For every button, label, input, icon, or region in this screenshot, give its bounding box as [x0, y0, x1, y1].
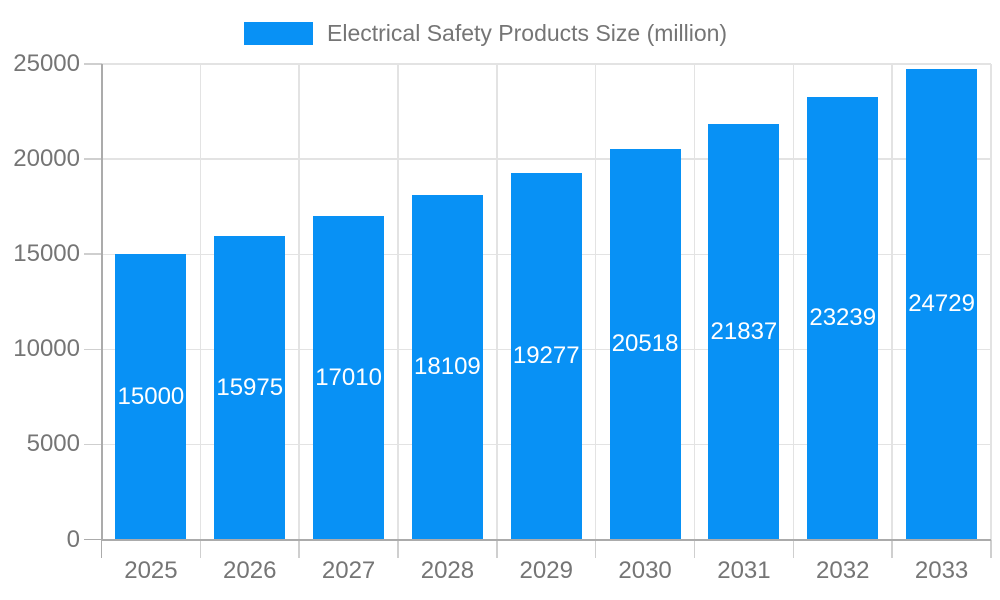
bar-2031[interactable] [708, 124, 780, 540]
bar-value-label: 18109 [414, 353, 481, 381]
x-axis-tick [298, 539, 300, 558]
gridline-vertical [990, 64, 992, 540]
y-tick-label: 0 [66, 525, 80, 553]
bar-2027[interactable] [313, 215, 385, 540]
x-tick-label: 2028 [420, 557, 475, 584]
bar-value-label: 17010 [315, 363, 382, 391]
x-axis-tick [891, 539, 893, 558]
gridline-vertical [891, 64, 893, 540]
bar-2025[interactable] [115, 254, 187, 540]
bar-2033[interactable] [906, 69, 978, 540]
x-tick-label: 2027 [321, 557, 376, 584]
x-tick-label: 2026 [223, 557, 277, 584]
gridline-vertical [792, 64, 795, 540]
y-axis-tick [83, 63, 102, 65]
gridline-vertical [693, 64, 696, 540]
gridline-horizontal [101, 63, 991, 65]
bar-value-label: 20518 [611, 330, 679, 358]
x-axis-line [100, 538, 991, 541]
bar-value-label: 19277 [512, 342, 580, 370]
bar-2029[interactable] [510, 172, 582, 540]
bar-2030[interactable] [609, 149, 681, 540]
y-axis-line [100, 64, 103, 541]
x-tick-label: 2025 [124, 557, 178, 584]
gridline-vertical [397, 64, 399, 540]
y-tick-label: 25000 [13, 50, 80, 77]
bar-2032[interactable] [807, 97, 879, 540]
x-axis-tick [496, 539, 498, 558]
gridline-vertical [199, 64, 202, 540]
legend-swatch [244, 21, 313, 45]
y-axis-tick [83, 443, 102, 446]
x-axis-tick [594, 539, 597, 558]
y-tick-label: 10000 [13, 335, 80, 363]
legend[interactable]: Electrical Safety Products Size (million… [244, 20, 727, 46]
gridline-horizontal [101, 158, 991, 160]
bar-value-label: 21837 [710, 317, 778, 345]
x-axis-tick [990, 539, 992, 558]
x-tick-label: 2033 [914, 557, 969, 584]
y-axis-tick [83, 158, 102, 160]
bar-value-label: 23239 [809, 304, 877, 332]
bar-value-label: 24729 [908, 290, 975, 318]
y-axis-tick [83, 538, 102, 541]
gridline-vertical [594, 64, 597, 540]
x-tick-label: 2031 [717, 557, 771, 584]
x-axis-tick [397, 539, 399, 558]
y-axis-tick [83, 348, 102, 351]
x-tick-label: 2030 [618, 557, 672, 584]
bar-value-label: 15000 [117, 382, 185, 410]
y-tick-label: 15000 [13, 240, 80, 268]
y-tick-label: 5000 [26, 430, 80, 458]
gridline-vertical [298, 64, 300, 540]
bar-2028[interactable] [411, 195, 483, 540]
y-axis-tick [83, 253, 102, 255]
x-tick-label: 2029 [519, 557, 573, 584]
x-axis-tick [792, 539, 795, 558]
y-tick-label: 20000 [13, 145, 80, 173]
x-axis-tick [199, 539, 202, 558]
x-axis-tick [693, 539, 696, 558]
bar-value-label: 15975 [216, 373, 284, 401]
gridline-vertical [496, 64, 498, 540]
x-axis-tick [100, 539, 103, 558]
legend-label: Electrical Safety Products Size (million… [327, 20, 728, 46]
x-tick-label: 2032 [816, 557, 870, 584]
bar-2026[interactable] [214, 235, 286, 540]
